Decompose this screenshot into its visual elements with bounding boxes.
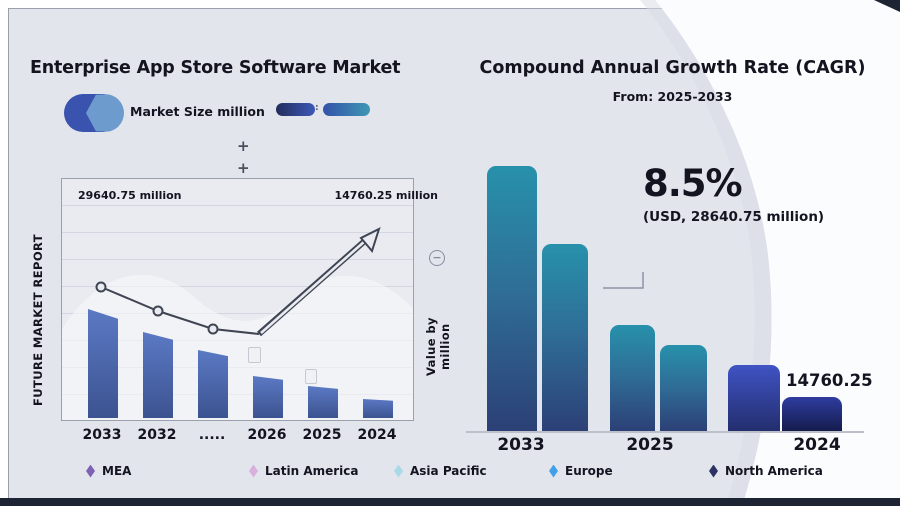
cagr-percentage: 8.5% — [643, 162, 743, 205]
left-bar-2033 — [88, 309, 118, 418]
legend-item-latin-america: Latin America — [249, 464, 359, 478]
value-by-million-label: Value by million — [424, 317, 452, 377]
clipboard-watermark-icon — [248, 347, 261, 363]
corner-bracket-decoration — [603, 272, 644, 289]
left-x-label-2033: 2033 — [82, 427, 122, 443]
left-bar-2026 — [253, 376, 283, 418]
ratio-pill-left — [276, 103, 315, 116]
legend-diamond-icon — [709, 464, 718, 478]
right-x-label-2024: 2024 — [793, 435, 841, 455]
left-x-label-2025: 2025 — [302, 427, 342, 443]
legend-item-north-america: North America — [709, 464, 823, 478]
annotation-2033-value: 29640.75 million — [78, 189, 182, 202]
legend-item-asia-pacific: Asia Pacific — [394, 464, 487, 478]
left-bars — [62, 179, 413, 420]
plus-mark-top: + — [237, 137, 250, 155]
cagr-subtitle: From: 2025-2033 — [612, 89, 733, 104]
value-14760: 14760.25 — [786, 371, 873, 390]
trend-line-and-arrow — [95, 227, 381, 337]
cagr-title: Compound Annual Growth Rate (CAGR) — [479, 58, 866, 78]
legend-diamond-icon — [86, 464, 95, 478]
legend-label: Europe — [565, 464, 613, 478]
left-bar-2025 — [308, 386, 338, 418]
left-x-label-2026: 2026 — [247, 427, 287, 443]
ratio-pill-right — [323, 103, 370, 116]
ratio-separator: : — [315, 103, 319, 113]
right-bar-2033-2 — [542, 244, 588, 431]
right-bar-2024-1 — [728, 365, 780, 431]
left-x-label-2024: 2024 — [357, 427, 397, 443]
left-bar-..... — [198, 350, 228, 418]
future-market-report-label: FUTURE MARKET REPORT — [31, 234, 45, 407]
legend-label: North America — [725, 464, 823, 478]
legend-diamond-icon — [394, 464, 403, 478]
legend-diamond-icon — [549, 464, 558, 478]
annotation-2024-value: 14760.25 million — [334, 189, 438, 202]
right-x-label-2025: 2025 — [626, 435, 674, 455]
right-bar-2033-1 — [487, 166, 537, 431]
legend-label: MEA — [102, 464, 132, 478]
legend-item-mea: MEA — [86, 464, 131, 478]
left-bar-2024 — [363, 399, 393, 418]
left-x-label-2032: 2032 — [137, 427, 177, 443]
legend-label: Latin America — [265, 464, 359, 478]
clipboard-watermark-icon — [305, 369, 317, 384]
right-bar-2024-2 — [782, 397, 842, 431]
right-x-label-2033: 2033 — [497, 435, 545, 455]
left-x-label-.....: ..... — [198, 427, 226, 443]
right-chart-baseline — [466, 431, 864, 433]
legend-label: Asia Pacific — [410, 464, 487, 478]
bottom-navy-strip — [0, 498, 900, 506]
left-chart-title: Enterprise App Store Software Market — [30, 58, 401, 78]
market-size-label: Market Size million — [130, 104, 265, 119]
right-bar-2025-1 — [610, 325, 655, 431]
arrowhead — [359, 227, 381, 254]
left-chart-panel — [61, 178, 414, 421]
circled-minus-icon: − — [429, 250, 445, 266]
left-bar-2032 — [143, 332, 173, 418]
legend-diamond-icon — [249, 464, 258, 478]
right-bar-2025-2 — [660, 345, 707, 431]
legend-item-europe: Europe — [549, 464, 613, 478]
cagr-usd-detail: (USD, 28640.75 million) — [643, 209, 825, 225]
plus-mark-bottom: + — [237, 159, 250, 177]
